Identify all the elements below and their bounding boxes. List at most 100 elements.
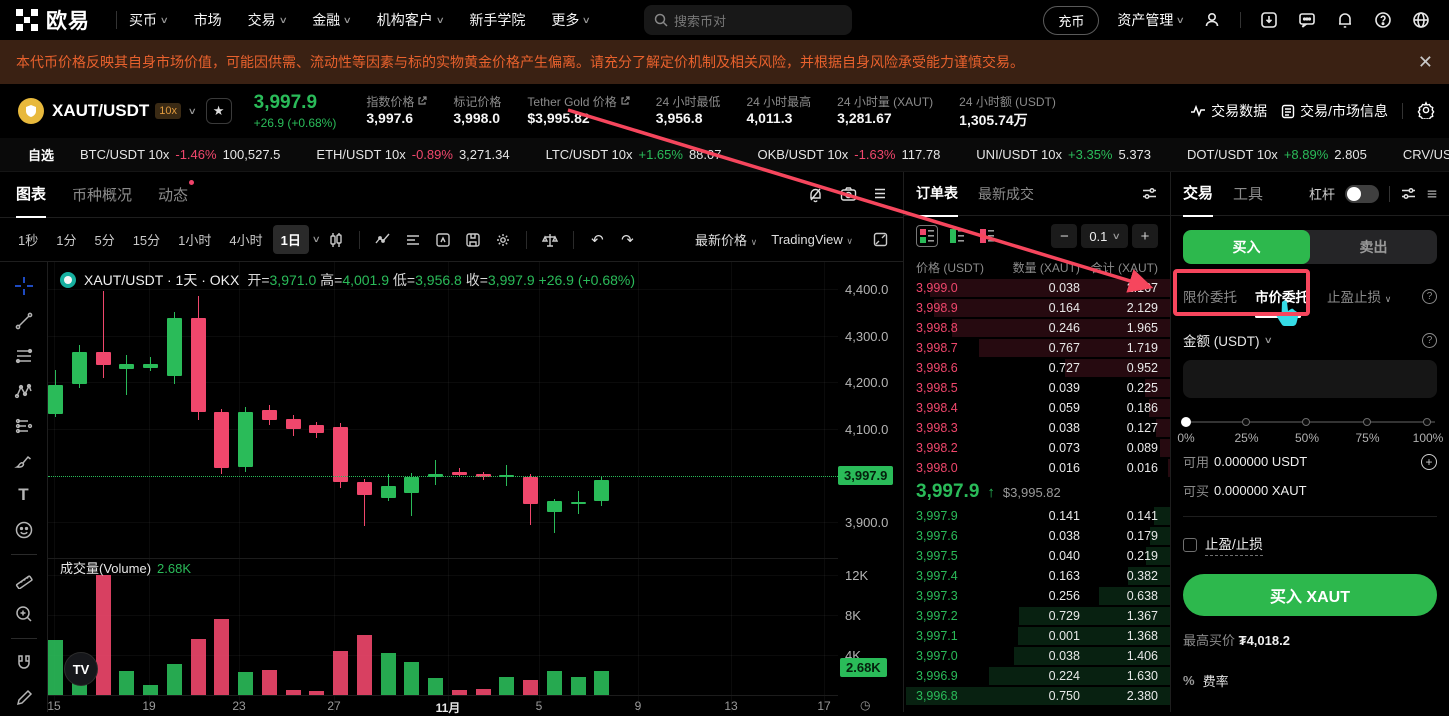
interval-button[interactable]: 5分 (94, 233, 115, 248)
market-info-button[interactable]: 交易/市场信息 (1281, 101, 1388, 121)
orderbook-row[interactable]: 3,996.9 0.224 1.630 (904, 666, 1170, 686)
buy-submit-button[interactable]: 买入 XAUT (1183, 574, 1437, 616)
okx-logo[interactable]: 欧易 (0, 5, 104, 35)
precision-decrease-button[interactable]: − (1051, 224, 1078, 248)
pair-chevron-down-icon[interactable]: ∨ (187, 105, 197, 116)
interval-button[interactable]: 1秒 (18, 233, 39, 248)
orderbook-row[interactable]: 3,997.3 0.256 0.638 (904, 586, 1170, 606)
orderbook-row[interactable]: 3,998.3 0.038 0.127 (904, 418, 1170, 438)
order-type-tab[interactable]: 止盈止损 ∨ (1327, 290, 1392, 305)
orderbook-mid-price[interactable]: 3,997.9 ↑ $3,995.82 (904, 478, 1170, 506)
alert-bell-icon[interactable] (807, 186, 824, 203)
book-view-asks-icon[interactable] (976, 225, 998, 247)
price-mode-select[interactable]: 最新价格 ∨ (695, 233, 758, 248)
leverage-toggle[interactable] (1345, 184, 1379, 203)
pattern-tool-icon[interactable] (9, 377, 39, 405)
slider-node[interactable] (1423, 418, 1431, 426)
magnet-tool-icon[interactable] (9, 649, 39, 677)
assets-menu[interactable]: 资产管理 ∨ (1117, 12, 1186, 28)
redo-icon[interactable]: ↷ (621, 231, 634, 249)
chart-tab[interactable]: 图表 (16, 171, 47, 218)
orderbook-row[interactable]: 3,997.6 0.038 0.179 (904, 526, 1170, 546)
orderbook-row[interactable]: 3,998.2 0.073 0.089 (904, 438, 1170, 458)
book-view-both-icon[interactable] (916, 225, 938, 247)
deposit-button[interactable]: 充币 (1043, 5, 1100, 35)
order-type-tab[interactable]: 市价委托 (1255, 286, 1309, 318)
compare-scale-icon[interactable] (537, 227, 563, 253)
nav-item[interactable]: 金融 ∨ (312, 12, 353, 28)
crosshair-tool-icon[interactable] (9, 272, 39, 300)
orderbook-row[interactable]: 3,998.0 0.016 0.016 (904, 458, 1170, 478)
provider-select[interactable]: TradingView ∨ (771, 232, 853, 247)
tab-tools[interactable]: 工具 (1233, 186, 1264, 203)
fee-label[interactable]: 费率 (1202, 674, 1229, 689)
tape-item[interactable]: BTC/USDT 10x -1.46% 100,527.5 (80, 147, 281, 162)
tape-item[interactable]: OKB/USDT 10x -1.63% 117.78 (757, 147, 941, 162)
time-axis[interactable]: 15 19 23 27 11月 5 9 13 17 (47, 695, 838, 715)
slider-node[interactable] (1241, 418, 1250, 426)
more-menu-icon[interactable] (1427, 187, 1437, 201)
candlestick-chart[interactable]: XAUT/USDT · 1天 · OKX 开=3,971.0 高=4,001.9… (48, 262, 838, 712)
tab-orderbook[interactable]: 订单表 (916, 171, 958, 217)
tpsl-checkbox[interactable] (1183, 537, 1197, 552)
order-type-help-icon[interactable]: ? (1422, 288, 1437, 304)
tab-recent-trades[interactable]: 最新成交 (978, 185, 1034, 202)
slider-node[interactable] (1302, 418, 1310, 426)
interval-button-active[interactable]: 1日 (272, 225, 309, 254)
undo-icon[interactable]: ↶ (591, 231, 604, 249)
tradingview-logo[interactable]: TV (64, 652, 98, 686)
measure-ruler-tool-icon[interactable] (9, 565, 39, 593)
edit-pencil-tool-icon[interactable] (9, 684, 39, 712)
orderbook-row[interactable]: 3,997.0 0.038 1.406 (904, 646, 1170, 666)
tape-item[interactable]: CRV/USDT 10x+4.44%0.4326 (1402, 147, 1449, 162)
interval-chevron-icon[interactable]: ∨ (311, 234, 321, 244)
amount-percent-slider[interactable]: 0% 25% 50% 75% 100% (1177, 416, 1443, 445)
zoom-in-tool-icon[interactable] (9, 600, 39, 628)
settings-gear-icon[interactable] (1417, 100, 1435, 123)
forecast-tool-icon[interactable] (9, 412, 39, 440)
language-globe-icon[interactable] (1411, 10, 1431, 30)
chart-tab[interactable]: 币种概况 (72, 187, 133, 204)
orderbook-row[interactable]: 3,998.8 0.246 1.965 (904, 318, 1170, 338)
buy-tab[interactable]: 买入 (1183, 230, 1310, 264)
fullscreen-icon[interactable] (867, 227, 893, 253)
orderbook-row[interactable]: 3,996.8 0.750 2.380 (904, 686, 1170, 706)
download-app-icon[interactable] (1259, 10, 1279, 30)
orderbook-row[interactable]: 3,997.4 0.163 0.382 (904, 566, 1170, 586)
chart-menu-icon[interactable] (873, 186, 887, 201)
save-layout-icon[interactable] (460, 227, 486, 253)
tape-item[interactable]: UNI/USDT 10x +3.35% 5.373 (976, 147, 1152, 162)
profile-icon[interactable] (1202, 10, 1222, 30)
timezone-clock-icon[interactable]: ◷ (860, 698, 871, 712)
orderbook-row[interactable]: 3,999.0 0.038 2.167 (904, 278, 1170, 298)
orderbook-row[interactable]: 3,997.2 0.729 1.367 (904, 606, 1170, 626)
orderbook-row[interactable]: 3,998.7 0.767 1.719 (904, 338, 1170, 358)
trade-settings-sliders-icon[interactable] (1400, 185, 1417, 202)
orderbook-row[interactable]: 3,997.1 0.001 1.368 (904, 626, 1170, 646)
amount-help-icon[interactable]: ? (1422, 332, 1437, 348)
amount-unit-chevron-icon[interactable]: ∨ (1263, 334, 1273, 345)
brush-tool-icon[interactable] (9, 447, 39, 475)
tab-trade[interactable]: 交易 (1183, 170, 1214, 217)
nav-item[interactable]: 交易 ∨ (247, 12, 288, 28)
nav-item[interactable]: 新手学院 (469, 12, 526, 28)
book-view-bids-icon[interactable] (946, 225, 968, 247)
slider-node[interactable] (1181, 417, 1191, 427)
nav-item[interactable]: 机构客户 ∨ (376, 12, 445, 28)
nav-item[interactable]: 更多 ∨ (551, 12, 592, 28)
order-type-tab[interactable]: 限价委托 (1183, 290, 1237, 305)
chart-tab[interactable]: 动态 (158, 172, 195, 217)
orderbook-row[interactable]: 3,997.9 0.141 0.141 (904, 506, 1170, 526)
chart-settings-gear-icon[interactable] (490, 227, 516, 253)
precision-increase-button[interactable]: + (1132, 224, 1158, 248)
interval-button[interactable]: 1分 (56, 233, 77, 248)
notifications-bell-icon[interactable] (1335, 10, 1355, 30)
orderbook-row[interactable]: 3,998.9 0.164 2.129 (904, 298, 1170, 318)
deposit-plus-icon[interactable]: + (1421, 453, 1437, 470)
sell-tab[interactable]: 卖出 (1359, 239, 1388, 255)
slider-node[interactable] (1362, 418, 1371, 426)
nav-item[interactable]: 买币 ∨ (129, 12, 169, 28)
tape-item[interactable]: LTC/USDT 10x +1.65% 88.07 (545, 147, 722, 162)
nav-item[interactable]: 市场 (193, 12, 222, 28)
templates-icon[interactable] (430, 227, 456, 253)
